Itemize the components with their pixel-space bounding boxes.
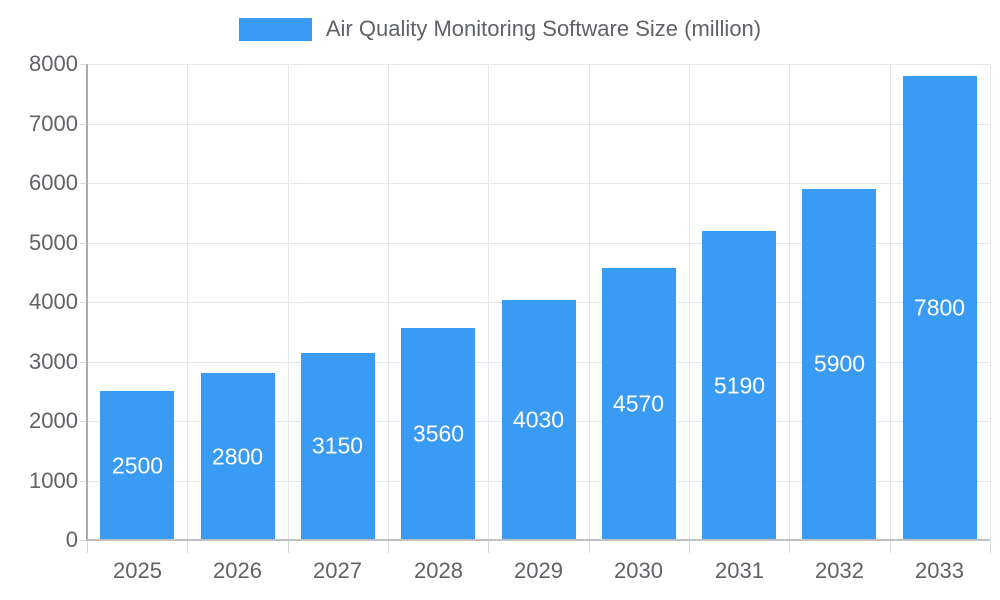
y-axis-tick-label: 1000 xyxy=(29,467,78,493)
x-axis-tick-mark xyxy=(589,541,590,553)
bar[interactable] xyxy=(702,231,776,540)
y-axis-tick-label: 6000 xyxy=(29,170,78,195)
x-axis-tick-label: 2027 xyxy=(313,558,362,583)
y-axis-tick-label: 8000 xyxy=(29,51,78,76)
y-axis-tick-label: 0 xyxy=(65,527,78,552)
y-axis-line xyxy=(86,64,88,541)
x-axis-tick-mark xyxy=(890,541,891,553)
bar[interactable] xyxy=(100,391,174,540)
legend-item-air-quality-monitoring-software-size[interactable]: Air Quality Monitoring Software Size (mi… xyxy=(238,16,762,41)
gridline-vertical xyxy=(288,64,289,540)
gridline-horizontal xyxy=(87,123,990,125)
y-axis-tick-mark xyxy=(80,302,86,303)
gridline-horizontal xyxy=(87,64,990,65)
gridline-vertical xyxy=(789,64,790,540)
bar[interactable] xyxy=(903,75,977,540)
gridline-vertical xyxy=(488,64,489,540)
y-axis-tick-label: 3000 xyxy=(29,348,78,374)
y-axis-tick-mark xyxy=(80,361,86,363)
legend-color-swatch-icon xyxy=(238,17,312,41)
y-axis-tick-label: 7000 xyxy=(29,110,78,136)
y-axis-tick-label: 4000 xyxy=(29,289,78,314)
gridline-horizontal xyxy=(87,242,990,244)
x-axis-tick-label: 2028 xyxy=(414,558,463,583)
x-axis-tick-mark xyxy=(87,541,88,553)
y-axis-tick-labels: 0 1000 2000 3000 4000 5000 6000 7000 8000 xyxy=(0,0,78,600)
x-axis-tick-label: 2032 xyxy=(815,558,864,583)
x-axis-tick-mark xyxy=(187,541,188,553)
x-axis-tick-label: 2030 xyxy=(614,558,663,583)
y-axis-tick-mark xyxy=(80,64,86,65)
gridline-vertical xyxy=(990,64,991,540)
y-axis-tick-mark xyxy=(80,421,86,422)
gridline-vertical xyxy=(689,64,690,540)
gridline-vertical xyxy=(589,64,590,540)
chart-legend: Air Quality Monitoring Software Size (mi… xyxy=(0,12,1000,46)
bar[interactable] xyxy=(602,268,676,540)
bar[interactable] xyxy=(802,188,876,540)
x-axis-tick-mark xyxy=(789,541,790,553)
x-axis-tick-label: 2031 xyxy=(715,558,764,583)
y-axis-tick-mark xyxy=(80,183,86,184)
bar[interactable] xyxy=(502,300,576,540)
bar[interactable] xyxy=(401,328,475,540)
bar[interactable] xyxy=(201,373,275,540)
y-axis-tick-label: 2000 xyxy=(29,408,78,433)
x-axis-tick-mark xyxy=(288,541,289,553)
y-axis-tick-mark xyxy=(80,242,86,244)
legend-item-label: Air Quality Monitoring Software Size (mi… xyxy=(325,16,762,41)
x-axis-line xyxy=(87,539,990,541)
y-axis-tick-label: 5000 xyxy=(29,229,78,255)
plot-area xyxy=(87,64,991,541)
y-axis-tick-mark xyxy=(80,123,86,125)
x-axis-tick-label: 2026 xyxy=(213,558,262,583)
x-axis-tick-mark xyxy=(388,541,389,553)
x-axis-tick-mark xyxy=(689,541,690,553)
x-axis-tick-label: 2033 xyxy=(915,558,964,583)
x-axis-tick-label: 2025 xyxy=(113,558,162,583)
y-axis-tick-mark xyxy=(80,480,86,482)
y-axis-tick-mark xyxy=(80,540,86,541)
gridline-vertical xyxy=(187,64,188,540)
gridline-horizontal xyxy=(87,183,990,184)
x-axis-tick-mark xyxy=(488,541,489,553)
x-axis-tick-mark xyxy=(990,541,991,553)
bar[interactable] xyxy=(301,352,375,540)
gridline-vertical xyxy=(890,64,891,540)
x-axis-tick-label: 2029 xyxy=(514,558,563,583)
gridline-vertical xyxy=(388,64,389,540)
